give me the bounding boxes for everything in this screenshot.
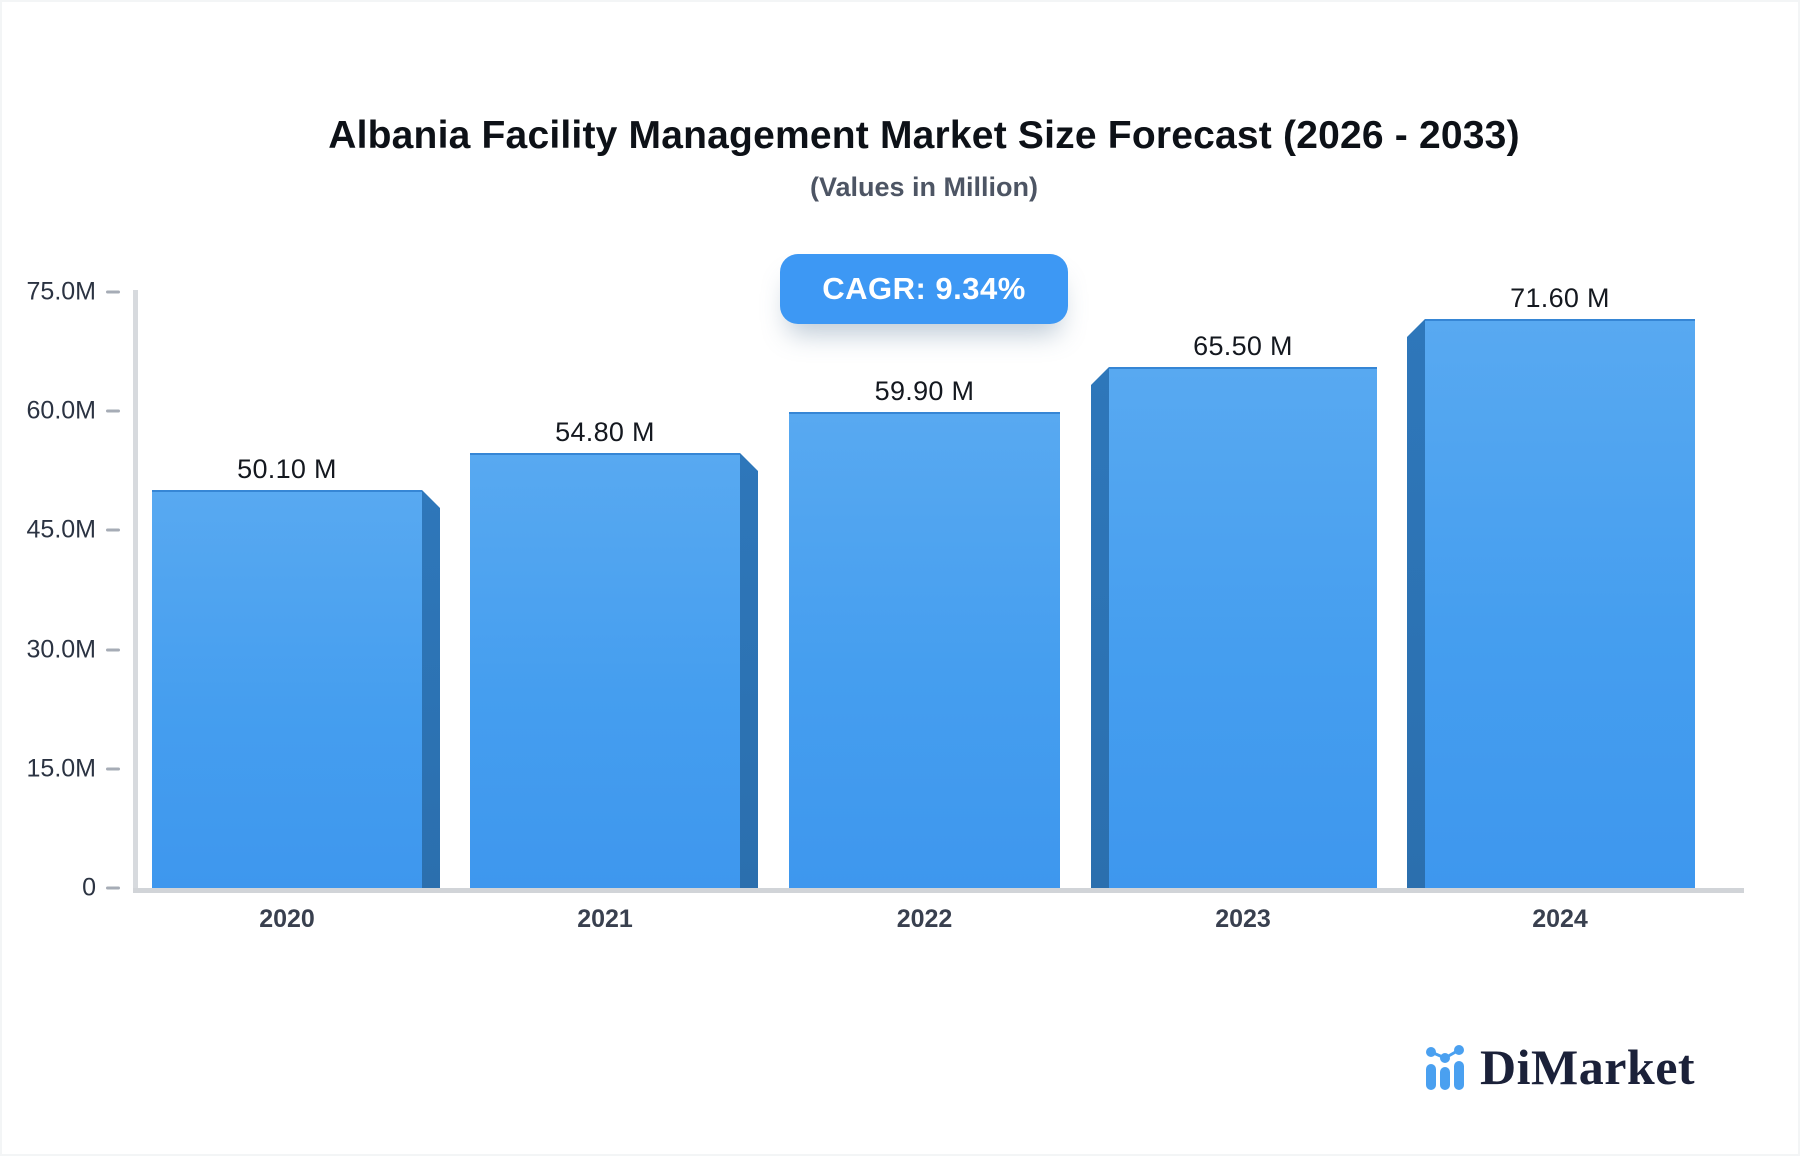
bar-side-face (740, 453, 758, 888)
chart-title: Albania Facility Management Market Size … (328, 114, 1520, 157)
x-tick-label: 2022 (896, 905, 953, 933)
y-axis-line (133, 290, 138, 890)
cagr-badge-row: CAGR: 9.34% (50, 254, 1798, 324)
x-tick-label: 2021 (577, 905, 633, 933)
y-tick-label: 30.0M (26, 635, 96, 664)
y-tick-dash (106, 886, 120, 890)
y-tick-label: 75.0M (26, 277, 96, 306)
x-tick-label: 2024 (1532, 905, 1588, 933)
bar-face (789, 412, 1060, 888)
bar-side-face (422, 490, 440, 888)
brand-name: DiMarket (1480, 1039, 1696, 1095)
y-tick-dash (106, 648, 120, 652)
y-tick-label: 0 (82, 873, 96, 902)
mini-bar-chart-icon (1426, 1045, 1464, 1090)
y-tick-dash (106, 290, 120, 294)
y-tick-label: 45.0M (26, 515, 96, 544)
bar-face (1109, 367, 1377, 888)
bar-value-label: 59.90 M (874, 376, 975, 406)
bar-value-label: 54.80 M (555, 417, 655, 447)
bar-face (470, 453, 740, 888)
chart-subtitle: (Values in Million) (809, 172, 1039, 202)
y-tick-dash (106, 528, 120, 532)
x-tick-label: 2020 (259, 905, 315, 933)
x-axis-line (133, 888, 1744, 893)
bar-value-label: 50.10 M (237, 454, 337, 484)
x-tick-label: 2023 (1215, 905, 1271, 933)
bar-face (1425, 319, 1695, 888)
y-tick-label: 15.0M (26, 754, 96, 783)
bar-value-label: 71.60 M (1510, 283, 1610, 313)
y-tick-dash (106, 767, 120, 771)
bar-value-label: 65.50 M (1193, 331, 1293, 361)
bar-side-face (1091, 367, 1109, 888)
y-tick-dash (106, 409, 120, 413)
bar-side-face (1407, 319, 1425, 888)
cagr-badge: CAGR: 9.34% (780, 254, 1068, 324)
brand-logo: DiMarket (1423, 1039, 1696, 1095)
bar-face (152, 490, 422, 888)
y-tick-label: 60.0M (26, 396, 96, 425)
